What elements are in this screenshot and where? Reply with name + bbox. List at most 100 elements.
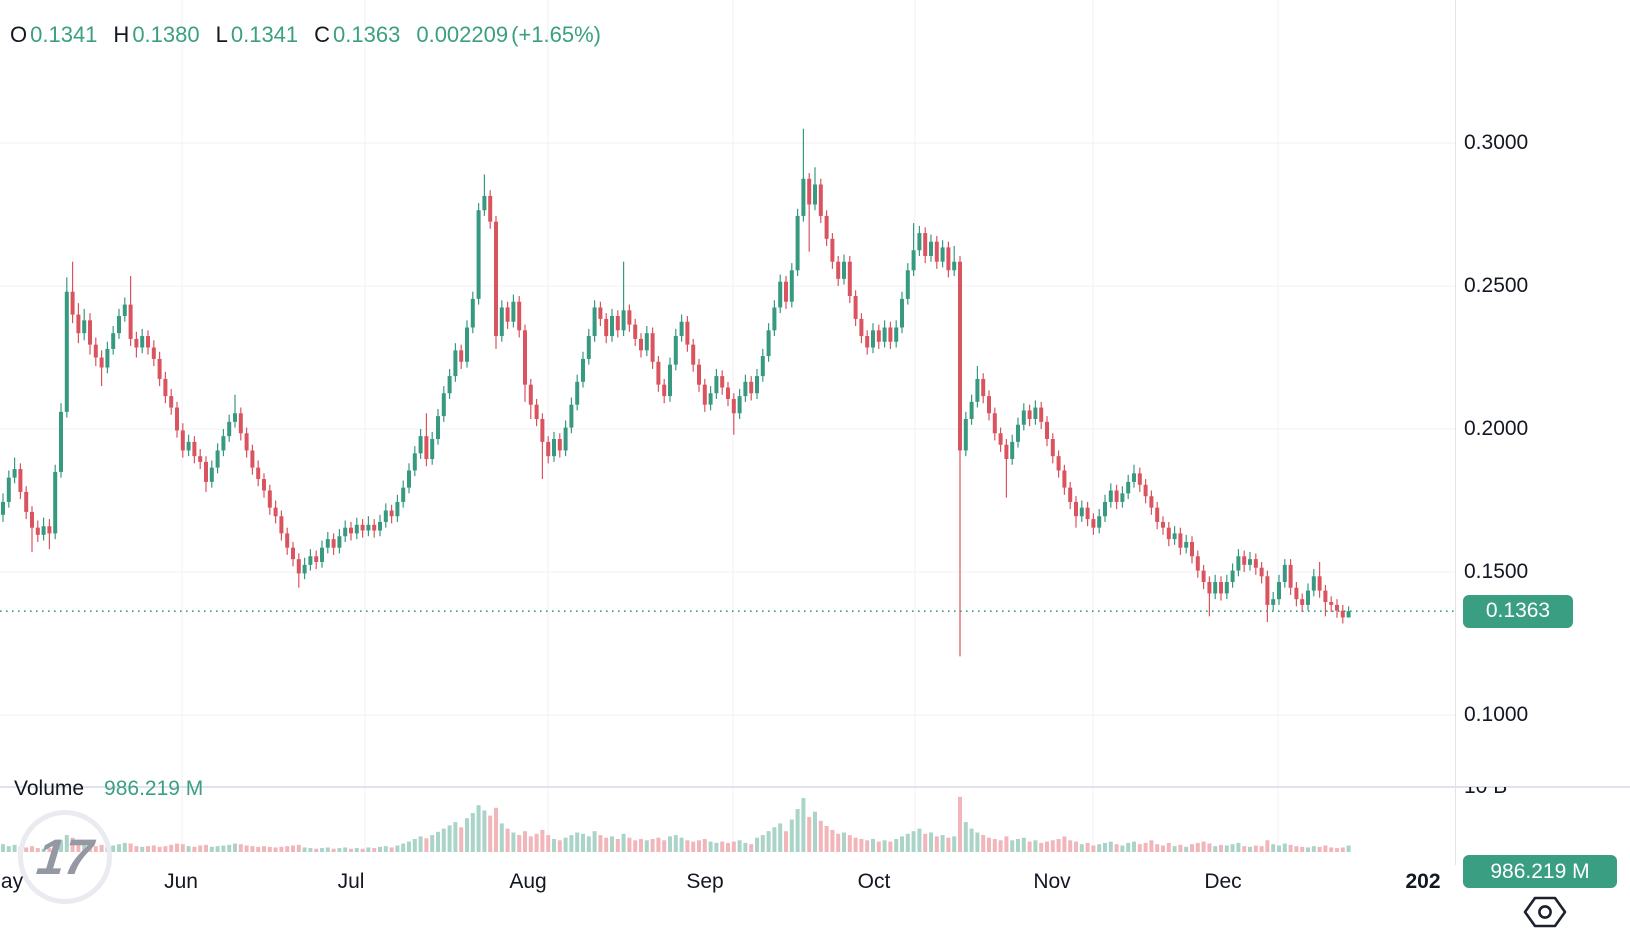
candlestick-chart-canvas[interactable] xyxy=(0,0,1455,865)
candle-body xyxy=(331,539,336,548)
price-axis-separator[interactable] xyxy=(1455,0,1456,865)
candle-body xyxy=(262,479,266,491)
volume-bar xyxy=(592,831,597,852)
volume-bar xyxy=(853,837,858,852)
candle-body xyxy=(691,344,696,365)
candle-body xyxy=(1207,582,1212,594)
volume-bar xyxy=(743,842,748,852)
volume-bar xyxy=(372,848,377,852)
candle-body xyxy=(731,398,736,414)
candle-body xyxy=(1277,582,1281,600)
candle-body xyxy=(204,461,208,482)
volume-bar xyxy=(830,829,835,852)
volume-bar xyxy=(668,836,672,852)
timezone-settings-icon[interactable] xyxy=(1523,892,1567,932)
volume-bar xyxy=(1045,841,1049,852)
candle-body xyxy=(621,310,626,331)
candle-body xyxy=(378,521,382,531)
candle-body xyxy=(581,358,585,382)
volume-bar xyxy=(882,840,887,852)
volume-bar xyxy=(146,846,150,852)
volume-bar xyxy=(778,823,783,852)
volume-bar xyxy=(1085,842,1090,852)
volume-bar xyxy=(395,845,400,852)
candle-body xyxy=(24,491,29,512)
volume-bar xyxy=(273,847,278,852)
volume-bar xyxy=(267,846,272,852)
volume-axis-top-label: 10 B xyxy=(1464,787,1507,799)
volume-bar xyxy=(250,846,255,852)
candle-body xyxy=(778,281,783,308)
volume-bar xyxy=(1230,844,1235,852)
candle-body xyxy=(505,307,510,322)
candle-body xyxy=(151,347,156,359)
volume-bar xyxy=(407,841,411,852)
volume-bar xyxy=(1213,846,1218,852)
volume-bar xyxy=(784,831,788,852)
volume-bar xyxy=(528,836,533,852)
volume-bar xyxy=(215,846,220,852)
candle-body xyxy=(383,510,388,522)
volume-bar xyxy=(975,832,980,852)
candle-body xyxy=(12,469,17,478)
volume-bar xyxy=(981,835,986,852)
volume-bar xyxy=(320,848,324,852)
volume-bar xyxy=(958,796,962,852)
candle-body xyxy=(1039,407,1044,422)
volume-bar xyxy=(1010,840,1015,852)
candle-body xyxy=(668,364,672,397)
time-axis-month-label: Nov xyxy=(1033,870,1071,893)
volume-bar xyxy=(378,846,382,852)
volume-bar xyxy=(1277,845,1281,852)
candle-body xyxy=(818,184,823,216)
candle-body xyxy=(1079,507,1084,517)
volume-bar xyxy=(505,828,510,852)
volume-bar xyxy=(331,848,336,852)
volume-bar xyxy=(633,840,638,852)
candle-body xyxy=(1306,590,1310,605)
volume-bar xyxy=(610,836,614,852)
volume-bar xyxy=(1091,845,1096,852)
candle-body xyxy=(238,413,243,434)
volume-bar xyxy=(552,839,556,852)
candle-body xyxy=(1114,490,1119,502)
candle-body xyxy=(888,327,893,342)
volume-bar xyxy=(842,832,846,852)
time-axis-year-label: 202 xyxy=(1405,870,1441,893)
candle-body xyxy=(534,404,539,419)
volume-bar xyxy=(969,828,974,852)
candle-body xyxy=(366,524,371,531)
candle-body xyxy=(273,507,278,517)
volume-axis[interactable]: 10 B xyxy=(1455,787,1630,852)
candle-body xyxy=(407,470,411,488)
volume-bar xyxy=(1114,844,1119,852)
candle-body xyxy=(180,430,185,451)
candle-body xyxy=(1195,556,1200,571)
time-axis-month-label: Jul xyxy=(337,870,365,893)
volume-bar xyxy=(772,827,777,852)
volume-bar xyxy=(180,844,185,852)
volume-bar xyxy=(494,807,498,852)
volume-bar xyxy=(847,835,852,852)
volume-bar xyxy=(569,835,574,852)
candle-body xyxy=(93,344,98,358)
symbol-logo-watermark: 17 xyxy=(18,810,112,904)
volume-bar xyxy=(523,831,527,852)
volume-bar xyxy=(987,837,991,852)
candle-body xyxy=(1027,410,1032,419)
volume-bar xyxy=(1335,848,1339,852)
volume-bar xyxy=(917,828,922,852)
volume-bar xyxy=(1300,846,1305,852)
volume-bar xyxy=(789,819,794,852)
volume-bar xyxy=(720,841,725,852)
volume-bar xyxy=(383,846,388,852)
pane-separator[interactable] xyxy=(0,786,1630,788)
price-axis-label: 0.2000 xyxy=(1464,417,1529,440)
candle-body xyxy=(117,316,121,334)
volume-bar xyxy=(1079,844,1084,852)
volume-bar xyxy=(227,844,232,852)
candle-body xyxy=(1172,533,1177,540)
volume-bar xyxy=(702,839,707,852)
volume-bar xyxy=(992,839,997,852)
